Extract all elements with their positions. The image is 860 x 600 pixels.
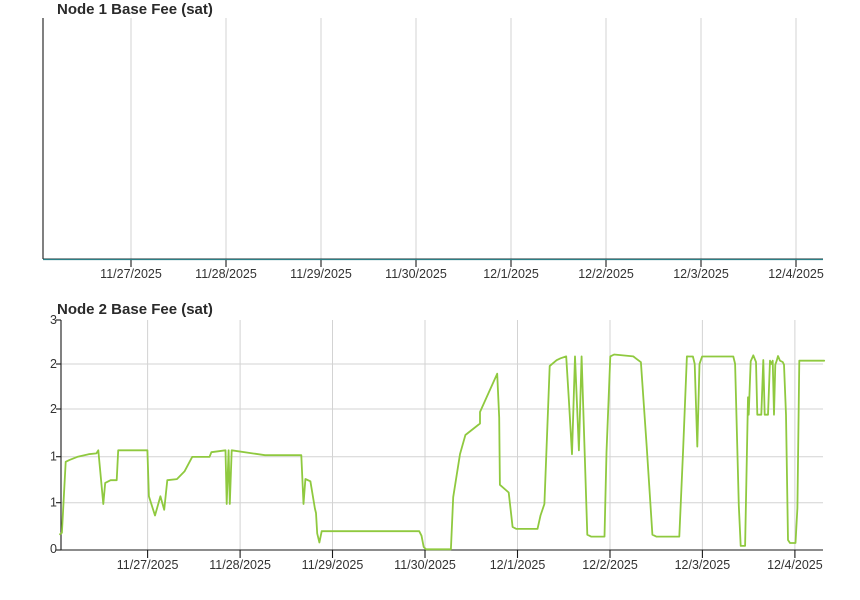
svg-text:12/4/2025: 12/4/2025: [767, 558, 823, 572]
svg-text:11/30/2025: 11/30/2025: [385, 267, 447, 281]
svg-text:12/3/2025: 12/3/2025: [675, 558, 731, 572]
svg-text:11/29/2025: 11/29/2025: [290, 267, 352, 281]
svg-text:11/29/2025: 11/29/2025: [302, 558, 364, 572]
svg-text:12/1/2025: 12/1/2025: [490, 558, 546, 572]
svg-text:11/28/2025: 11/28/2025: [195, 267, 257, 281]
svg-text:11/27/2025: 11/27/2025: [117, 558, 179, 572]
svg-text:11/30/2025: 11/30/2025: [394, 558, 456, 572]
svg-text:1: 1: [50, 496, 57, 510]
svg-text:3: 3: [50, 313, 57, 327]
svg-text:12/1/2025: 12/1/2025: [483, 267, 539, 281]
svg-text:12/3/2025: 12/3/2025: [673, 267, 729, 281]
svg-text:0: 0: [50, 542, 57, 556]
svg-text:2: 2: [50, 402, 57, 416]
svg-text:11/28/2025: 11/28/2025: [209, 558, 271, 572]
svg-text:12/2/2025: 12/2/2025: [578, 267, 634, 281]
svg-text:12/2/2025: 12/2/2025: [582, 558, 638, 572]
svg-text:12/4/2025: 12/4/2025: [768, 267, 824, 281]
svg-text:11/27/2025: 11/27/2025: [100, 267, 162, 281]
svg-text:1: 1: [50, 450, 57, 464]
svg-text:2: 2: [50, 357, 57, 371]
